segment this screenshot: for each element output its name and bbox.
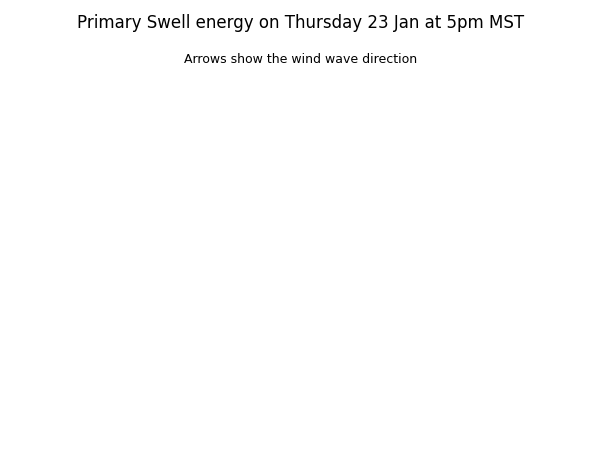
Text: Cartopy required for map rendering: Cartopy required for map rendering	[176, 256, 425, 270]
Text: Primary Swell energy on Thursday 23 Jan at 5pm MST: Primary Swell energy on Thursday 23 Jan …	[77, 14, 524, 32]
Text: Arrows show the wind wave direction: Arrows show the wind wave direction	[184, 53, 417, 66]
